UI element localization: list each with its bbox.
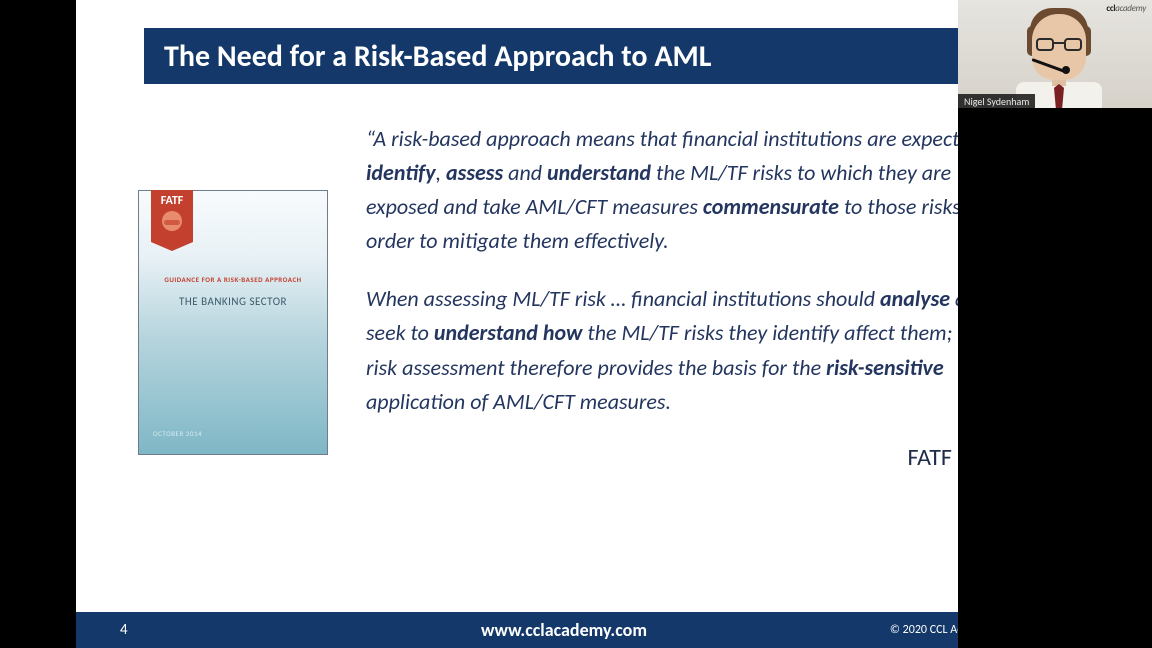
avatar-tie	[1054, 84, 1064, 108]
doc-sector-line: THE BANKING SECTOR	[139, 295, 327, 308]
right-black-column: cclacademy Nigel Sydenham	[958, 0, 1152, 648]
logo-prefix: ccl	[1106, 3, 1115, 14]
slide-footer: 4 www.cclacademy.com © 2020 CCL Academy …	[76, 612, 1052, 648]
title-bar: The Need for a Risk-Based Approach to AM…	[144, 28, 1026, 84]
kw-risk-sensitive: risk-sensitive	[826, 354, 944, 381]
kw-analyse: analyse	[880, 285, 950, 312]
kw-identify: identify	[366, 159, 436, 186]
kw-understand-how: understand how	[434, 319, 582, 346]
fatf-ribbon-label: FATF	[161, 194, 184, 208]
doc-date-line: OCTOBER 2014	[153, 429, 202, 438]
quote-paragraph-2: When assessing ML/TF risk … financial in…	[366, 282, 1006, 418]
fatf-guidance-thumbnail: FATF GUIDANCE FOR A RISK-BASED APPROACH …	[138, 190, 328, 455]
text: When assessing ML/TF risk … financial in…	[366, 285, 880, 312]
quote-paragraph-1: “A risk-based approach means that financ…	[366, 122, 1006, 258]
ccl-academy-logo: cclacademy	[1106, 3, 1146, 14]
logo-suffix: academy	[1115, 3, 1146, 14]
text: “A risk-based approach means that financ…	[366, 125, 1004, 152]
kw-commensurate: commensurate	[703, 193, 839, 220]
slide-body: “A risk-based approach means that financ…	[366, 122, 1006, 472]
doc-guidance-line: GUIDANCE FOR A RISK-BASED APPROACH	[139, 275, 327, 284]
kw-assess: assess	[446, 159, 503, 186]
speaker-webcam: cclacademy Nigel Sydenham	[958, 0, 1152, 108]
slide-title: The Need for a Risk-Based Approach to AM…	[164, 38, 711, 75]
glasses-icon	[1036, 38, 1082, 52]
speaker-name-label: Nigel Sydenham	[958, 94, 1035, 108]
stage: The Need for a Risk-Based Approach to AM…	[0, 0, 1152, 648]
slide: The Need for a Risk-Based Approach to AM…	[76, 0, 1052, 648]
fatf-logo-icon	[162, 211, 182, 231]
text: and	[503, 159, 547, 186]
text: ,	[436, 159, 446, 186]
headset-mic-icon	[1062, 66, 1070, 74]
quote-attribution: FATF 2014	[366, 443, 1006, 472]
fatf-ribbon: FATF	[151, 190, 193, 242]
kw-understand: understand	[547, 159, 651, 186]
text: application of AML/CFT measures.	[366, 388, 671, 415]
